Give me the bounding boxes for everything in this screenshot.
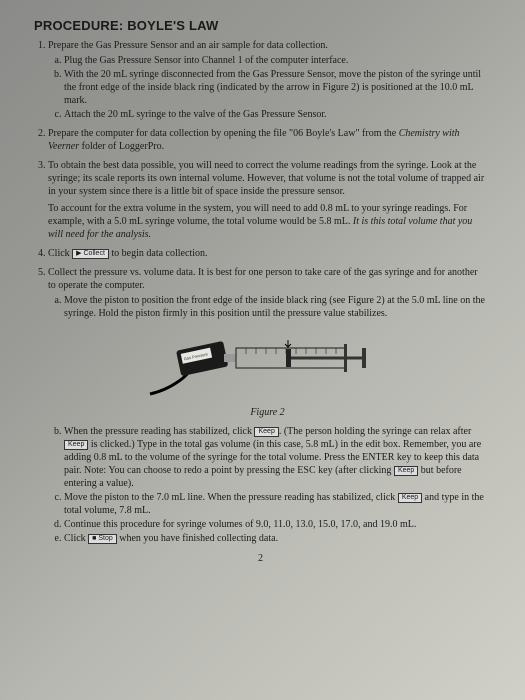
collect-button-icon: ▶ Collect <box>72 249 109 259</box>
step-4-text-a: Click <box>48 248 72 259</box>
step-4-text-b: to begin data collection. <box>109 248 208 259</box>
barrel-flange-icon <box>344 344 347 372</box>
plunger-handle-icon <box>362 348 366 368</box>
step-5c-t1: Move the piston to the 7.0 mL line. When… <box>64 492 398 503</box>
step-2-text-b: folder of LoggerPro. <box>79 141 164 152</box>
step-1: Prepare the Gas Pressure Sensor and an a… <box>48 39 487 121</box>
step-3: To obtain the best data possible, you wi… <box>48 159 487 241</box>
keep-button-icon: Keep <box>398 493 422 503</box>
figure-caption: Figure 2 <box>48 406 487 419</box>
plunger-ring-icon <box>286 349 291 367</box>
step-5-text: Collect the pressure vs. volume data. It… <box>48 267 478 291</box>
step-5e-t1: Click <box>64 533 88 544</box>
syringe-diagram: Gas Pressure <box>148 330 388 400</box>
arrow-icon <box>285 340 291 347</box>
connector-icon <box>224 354 236 362</box>
keep-button-icon: Keep <box>394 466 418 476</box>
step-3-p1: To obtain the best data possible, you wi… <box>48 159 487 198</box>
step-5c: Move the piston to the 7.0 mL line. When… <box>64 491 487 517</box>
step-4: Click ▶ Collect to begin data collection… <box>48 247 487 260</box>
step-5b-t2: . (The person holding the syringe can re… <box>279 426 471 437</box>
step-5a: Move the piston to position the front ed… <box>64 294 487 320</box>
step-2-text-a: Prepare the computer for data collection… <box>48 128 399 139</box>
step-2: Prepare the computer for data collection… <box>48 127 487 153</box>
keep-button-icon: Keep <box>254 427 278 437</box>
step-1b: With the 20 mL syringe disconnected from… <box>64 68 487 107</box>
stop-button-icon: ■ Stop <box>88 534 117 544</box>
step-3-p2: To account for the extra volume in the s… <box>48 202 487 241</box>
page-title: PROCEDURE: BOYLE'S LAW <box>34 18 487 33</box>
step-5b-t1: When the pressure reading has stabilized… <box>64 426 254 437</box>
step-5e: Click ■ Stop when you have finished coll… <box>64 532 487 545</box>
page-number: 2 <box>34 553 487 564</box>
step-5d: Continue this procedure for syringe volu… <box>64 518 487 531</box>
step-1c: Attach the 20 mL syringe to the valve of… <box>64 108 487 121</box>
step-5b: When the pressure reading has stabilized… <box>64 425 487 490</box>
step-5e-t2: when you have finished collecting data. <box>117 533 278 544</box>
keep-button-icon: Keep <box>64 440 88 450</box>
step-1a: Plug the Gas Pressure Sensor into Channe… <box>64 54 487 67</box>
step-1-text: Prepare the Gas Pressure Sensor and an a… <box>48 40 328 51</box>
figure-2: Gas Pressure <box>48 330 487 419</box>
step-5: Collect the pressure vs. volume data. It… <box>48 266 487 545</box>
